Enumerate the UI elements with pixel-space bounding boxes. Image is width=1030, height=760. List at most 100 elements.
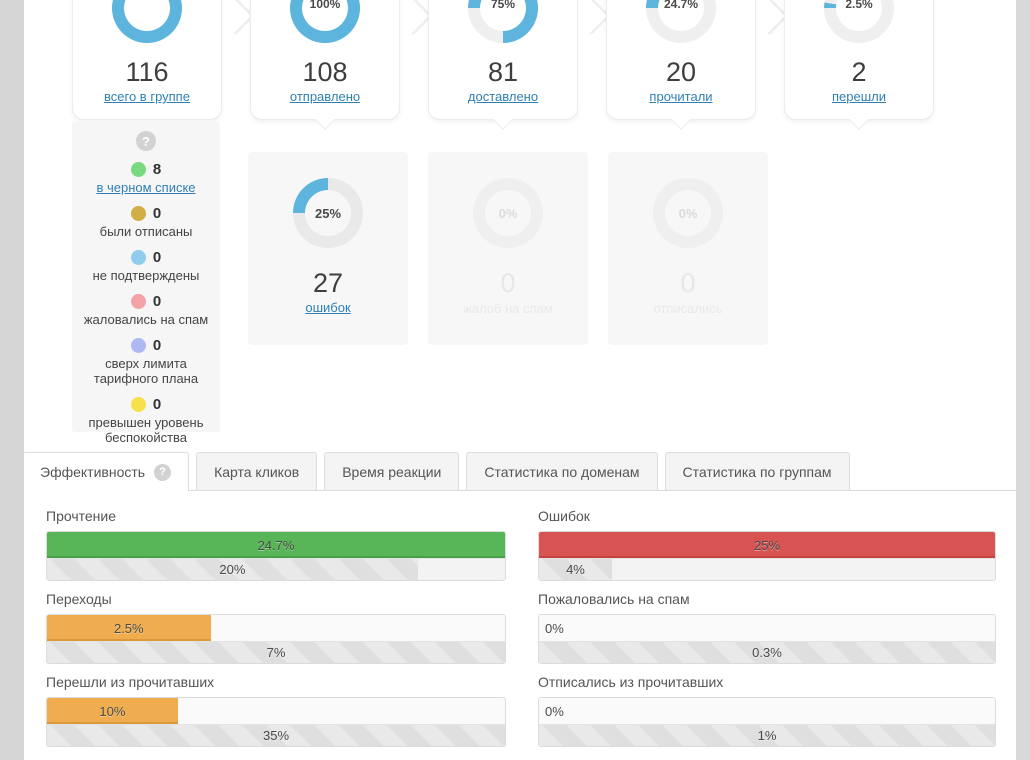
average-bar-fill — [539, 642, 995, 663]
donut-hole — [124, 0, 170, 31]
donut-clip — [73, 0, 221, 45]
average-bar-label: 4% — [566, 562, 585, 577]
clicked-link[interactable]: перешли — [831, 89, 886, 104]
secondary-cards-row: 25% 27 ошибок 0% 0 жалоб на спам 0% — [248, 152, 768, 345]
value-bar-fill — [47, 615, 211, 641]
metric-click-rate: Переходы 2.5% 7% — [46, 590, 506, 664]
average-bar: 20% — [47, 558, 505, 580]
legend-label: были отписаны — [99, 224, 193, 239]
legend-item-spam-complaints: 0 жаловались на спам — [72, 293, 220, 327]
donut-percent-label: 0% — [678, 205, 698, 221]
tabs-section: Эффективность ? Карта кликов Время реакц… — [0, 452, 1030, 491]
value-bar: 10% — [47, 698, 505, 724]
value-bar: 0% — [539, 698, 995, 724]
value-bar: 25% — [539, 532, 995, 558]
legend-label: превышен уровень беспокойства — [88, 415, 204, 445]
donut-percent-label: 25% — [293, 178, 363, 248]
donut-clip: 24.7% — [607, 0, 755, 45]
delivered-link[interactable]: доставлено — [467, 89, 539, 104]
donut-hole — [485, 190, 531, 236]
metric-spam-rate: Пожаловались на спам 0% 0.3% — [538, 590, 996, 664]
tab-group-statistics[interactable]: Статистика по группам — [664, 452, 850, 490]
value-bar: 0% — [539, 615, 995, 641]
legend-count: 0 — [152, 396, 162, 413]
donut-percent-label: 24.7% — [659, 0, 703, 11]
legend-label: жаловались на спам — [83, 312, 209, 327]
donut-percent-label: 75% — [486, 0, 520, 11]
tab-domain-statistics[interactable]: Статистика по доменам — [466, 452, 658, 490]
unconfirmed-dot-icon — [130, 250, 146, 265]
legend-count: 0 — [152, 293, 162, 310]
legend-item-unsubscribed: 0 были отписаны — [72, 205, 220, 239]
sent-link[interactable]: отправлено — [289, 89, 361, 104]
tab-label: Время реакции — [342, 463, 442, 480]
page-gutter-left — [0, 0, 24, 760]
value-bar-label: 10% — [99, 703, 126, 719]
value-bar-fill — [47, 698, 178, 724]
spam-count: 0 — [500, 268, 516, 298]
card-tail-decoration — [315, 110, 335, 130]
blacklist-panel: ? 8 в черном списке 0 были отписаны 0 не… — [72, 122, 220, 445]
legend-label: не подтверждены — [92, 268, 200, 283]
card-tail-decoration — [849, 110, 869, 130]
help-icon[interactable]: ? — [154, 463, 172, 481]
tab-effectiveness[interactable]: Эффективность ? — [22, 452, 190, 491]
legend-item-blacklist: 8 в черном списке — [72, 161, 220, 195]
tab-reaction-time[interactable]: Время реакции — [324, 452, 460, 490]
help-icon[interactable]: ? — [136, 131, 156, 151]
card-unsubscribed: 0% 0 отписались — [608, 152, 768, 345]
metric-label: Прочтение — [46, 508, 116, 524]
donut-hole — [665, 190, 711, 236]
tab-label: Статистика по доменам — [484, 463, 640, 480]
bar-stack: 10% 35% — [46, 697, 506, 747]
average-bar: 7% — [47, 641, 505, 663]
unsubscribed-dot-icon — [130, 206, 146, 221]
blacklist-link[interactable]: в черном списке — [96, 180, 196, 195]
metrics-column-right: Ошибок 25% 4% Пожаловались на спам 0% — [538, 507, 996, 756]
read-link[interactable]: прочитали — [649, 89, 713, 104]
card-read: 24.7% 20 прочитали — [606, 0, 756, 130]
average-bar-fill — [539, 559, 612, 580]
average-bar-fill — [47, 642, 505, 663]
spam-label: жалоб на спам — [463, 301, 553, 316]
sent-count: 108 — [302, 57, 348, 87]
legend-count: 0 — [152, 249, 162, 266]
metric-label: Отписались из прочитавших — [538, 674, 724, 690]
bar-stack: 25% 4% — [538, 531, 996, 581]
legend-item-anxiety-level: 0 превышен уровень беспокойства — [72, 396, 220, 445]
unsubscribed-label: отписались — [653, 301, 723, 316]
card-total-in-group: 116 всего в группе — [72, 0, 222, 120]
average-bar: 4% — [539, 558, 995, 580]
average-bar-label: 7% — [266, 645, 286, 660]
donut-percent-label: 100% — [305, 0, 345, 11]
bar-stack: 24.7% 20% — [46, 531, 506, 581]
value-bar-label: 2.5% — [113, 620, 144, 636]
value-bar-label: 0% — [545, 620, 564, 636]
donut-clip: 2.5% — [785, 0, 933, 45]
donut-percent-label: 2.5% — [841, 0, 877, 11]
legend-count: 0 — [152, 205, 162, 222]
metric-read-rate: Прочтение 24.7% 20% — [46, 507, 506, 581]
errors-link[interactable]: ошибок — [305, 300, 351, 315]
value-bar-fill — [47, 532, 505, 558]
average-bar-fill — [47, 559, 418, 580]
card-sent: 100% 108 отправлено — [250, 0, 400, 130]
card-tail-decoration — [493, 110, 513, 130]
total-in-group-link[interactable]: всего в группе — [104, 89, 190, 104]
value-bar: 24.7% — [47, 532, 505, 558]
metric-label: Переходы — [46, 591, 112, 607]
card-spam-complaints: 0% 0 жалоб на спам — [428, 152, 588, 345]
average-bar: 1% — [539, 724, 995, 746]
donut-chart-spam: 0% — [473, 178, 543, 248]
read-count: 20 — [665, 57, 697, 87]
donut-chart-total — [112, 0, 182, 43]
donut-chart-unsubscribed: 0% — [653, 178, 723, 248]
legend-count: 8 — [152, 161, 162, 178]
donut-clip: 100% — [251, 0, 399, 45]
page-gutter-right — [1016, 0, 1030, 760]
tab-click-map[interactable]: Карта кликов — [196, 452, 318, 490]
value-bar-label: 0% — [545, 703, 564, 719]
metric-click-to-open: Перешли из прочитавших 10% 35% — [46, 673, 506, 747]
value-bar-fill — [539, 532, 995, 558]
average-bar-label: 1% — [757, 728, 777, 743]
